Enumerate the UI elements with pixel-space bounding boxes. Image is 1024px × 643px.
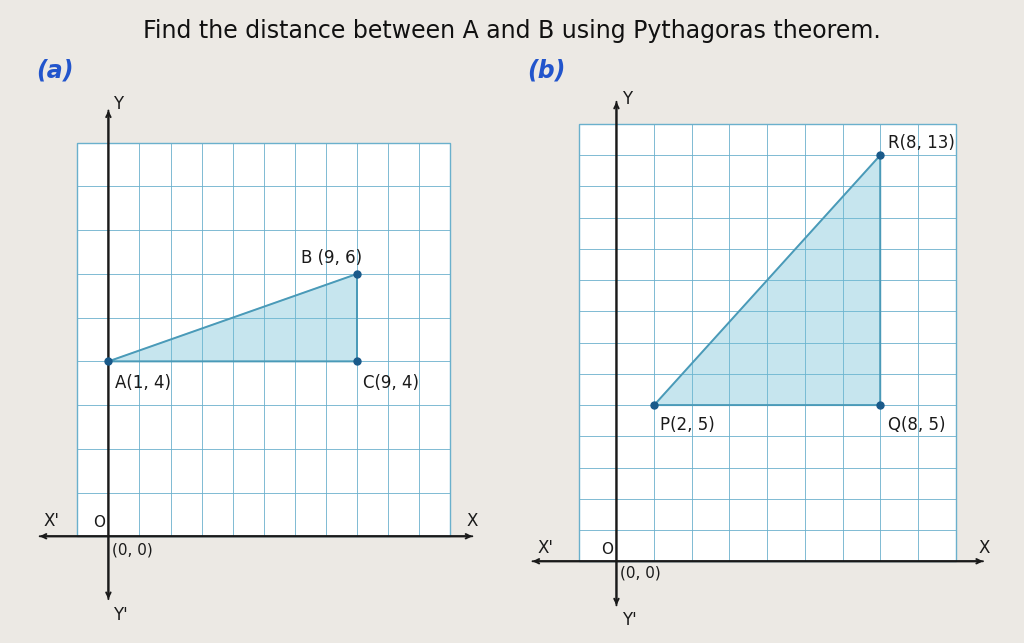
Text: (0, 0): (0, 0) <box>112 543 153 558</box>
Text: (a): (a) <box>36 58 74 82</box>
Text: X': X' <box>538 539 553 557</box>
Text: (b): (b) <box>527 58 565 82</box>
Text: (0, 0): (0, 0) <box>621 566 660 581</box>
Text: B (9, 6): B (9, 6) <box>301 249 362 267</box>
Text: A(1, 4): A(1, 4) <box>115 374 171 392</box>
Text: Y: Y <box>113 95 123 113</box>
Polygon shape <box>654 155 881 405</box>
Text: O: O <box>601 541 612 557</box>
Text: R(8, 13): R(8, 13) <box>888 134 954 152</box>
Text: X: X <box>978 539 989 557</box>
Text: Y': Y' <box>623 611 637 629</box>
Text: X': X' <box>43 512 59 530</box>
Text: Find the distance between A and B using Pythagoras theorem.: Find the distance between A and B using … <box>143 19 881 43</box>
Text: Y': Y' <box>113 606 128 624</box>
Bar <box>78 143 451 536</box>
Text: C(9, 4): C(9, 4) <box>364 374 419 392</box>
Polygon shape <box>109 274 357 361</box>
Text: Y: Y <box>623 89 632 107</box>
Text: P(2, 5): P(2, 5) <box>659 416 715 434</box>
Text: Q(8, 5): Q(8, 5) <box>888 416 945 434</box>
Bar <box>579 124 955 561</box>
Bar <box>78 143 451 536</box>
Text: X: X <box>467 512 478 530</box>
Bar <box>579 124 955 561</box>
Text: O: O <box>93 514 105 530</box>
